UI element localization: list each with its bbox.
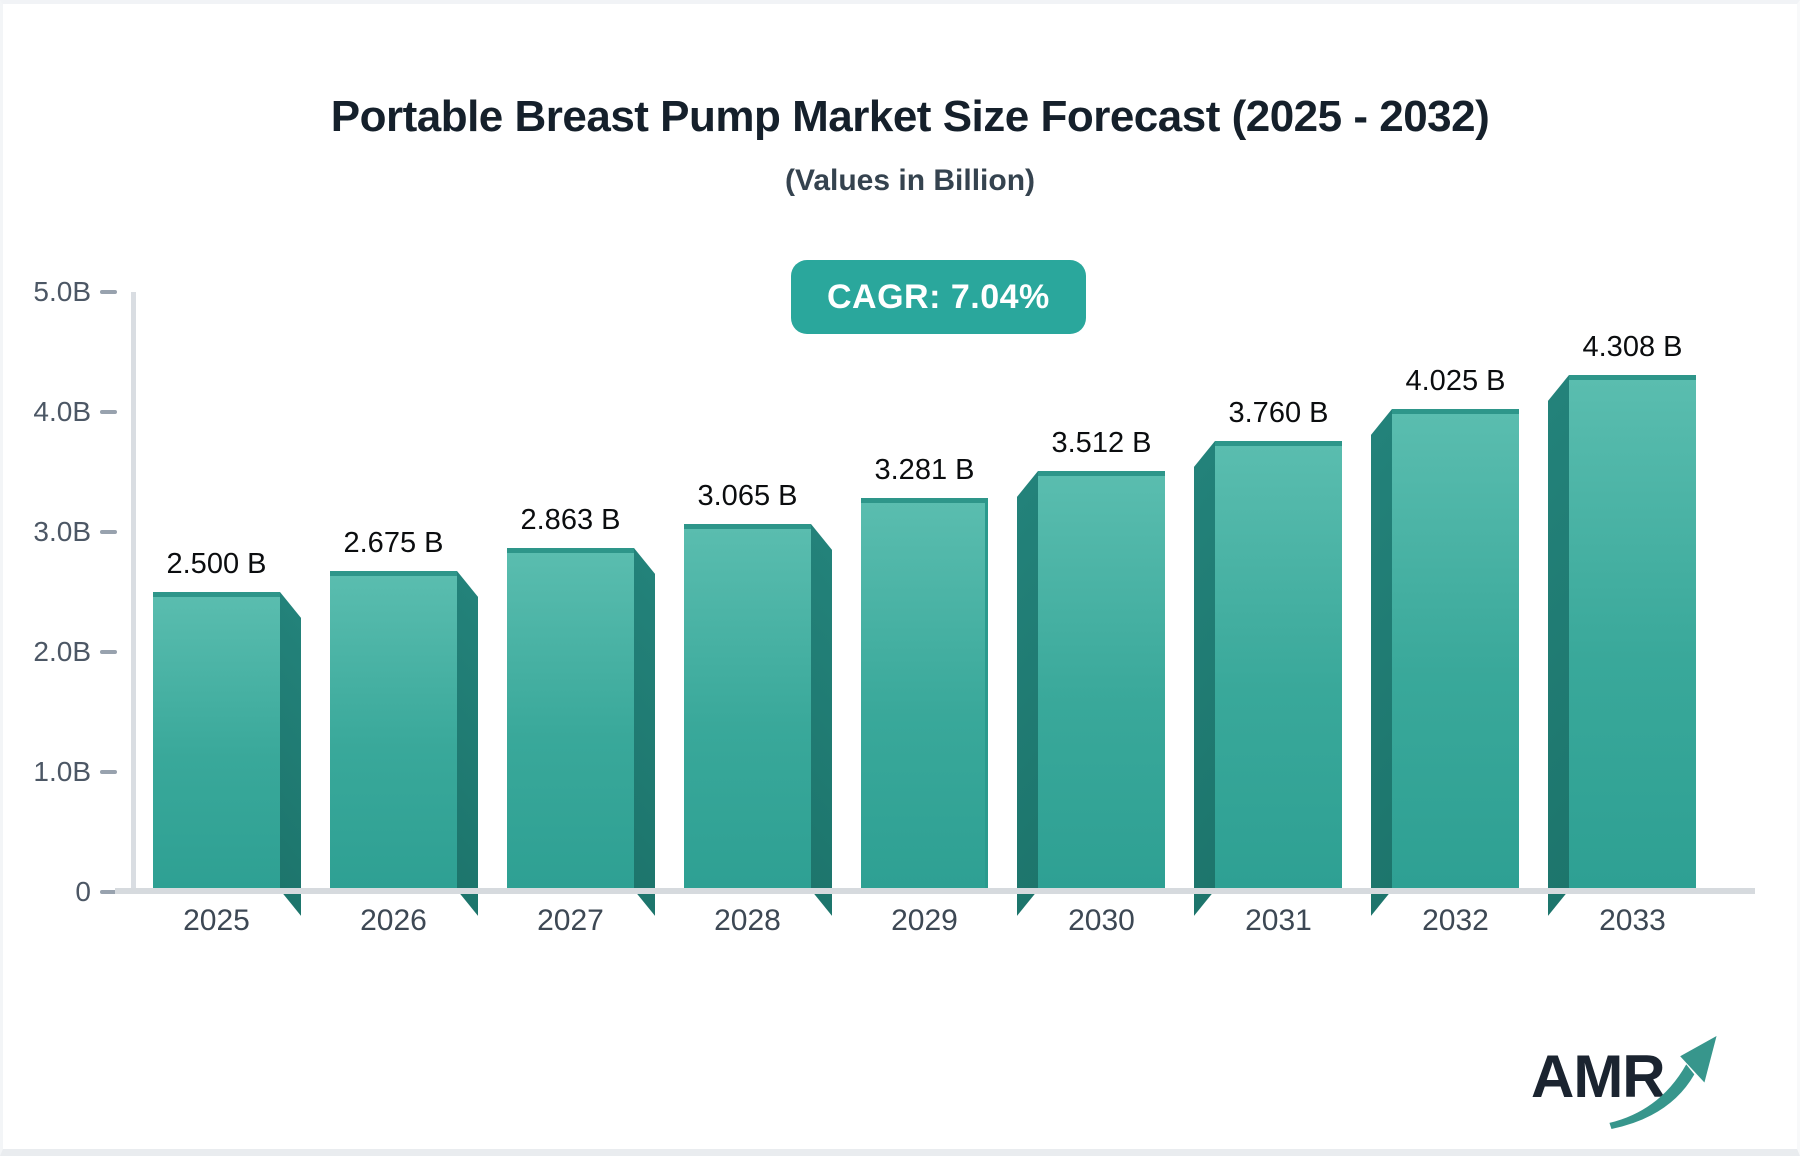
y-tick-label: 1.0B bbox=[33, 756, 91, 787]
amr-logo-text: AMR bbox=[1531, 1043, 1666, 1110]
bar-2027 bbox=[507, 548, 634, 890]
bar-2029 bbox=[861, 498, 988, 890]
x-tick-label: 2031 bbox=[1245, 904, 1312, 937]
bar-value-label: 3.065 B bbox=[697, 480, 798, 513]
x-axis-line bbox=[115, 888, 1755, 894]
bar-2031 bbox=[1215, 440, 1342, 890]
y-tick-dash bbox=[100, 290, 117, 294]
bar-side bbox=[634, 548, 655, 916]
y-axis-line bbox=[131, 292, 136, 892]
bar-side bbox=[1548, 375, 1569, 916]
bar-value-label: 3.512 B bbox=[1051, 426, 1152, 459]
growth-arrow-icon bbox=[1609, 1036, 1717, 1129]
y-tick-dash bbox=[100, 770, 117, 774]
bar-side bbox=[1371, 409, 1392, 916]
x-tick-label: 2032 bbox=[1422, 904, 1489, 937]
bar-side bbox=[457, 571, 478, 916]
y-tick-dash bbox=[100, 650, 117, 654]
x-tick-label: 2030 bbox=[1068, 904, 1135, 937]
bar-value-label: 4.308 B bbox=[1582, 331, 1683, 364]
y-tick-label: 0 bbox=[75, 876, 91, 907]
plot-area: 0 1.0B 2.0B 3.0B 4.0B 5.0B 2.500 B 2025 2.675 B 2… bbox=[3, 4, 1797, 1149]
y-tick-dash bbox=[100, 890, 117, 894]
bar-value-label: 3.281 B bbox=[874, 454, 975, 487]
bar-value-label: 2.863 B bbox=[520, 504, 621, 537]
chart-subtitle: (Values in Billion) bbox=[784, 164, 1036, 197]
x-tick-label: 2033 bbox=[1599, 904, 1666, 937]
chart-title: Portable Breast Pump Market Size Forecas… bbox=[330, 92, 1490, 141]
bar-value-label: 2.500 B bbox=[166, 548, 267, 580]
amr-logo: AMR bbox=[1531, 1034, 1741, 1129]
bar-2033 bbox=[1569, 375, 1696, 890]
bar-side bbox=[280, 592, 301, 916]
y-tick-label: 2.0B bbox=[33, 636, 91, 667]
cagr-badge: CAGR: 7.04% bbox=[791, 260, 1086, 334]
bar-value-label: 4.025 B bbox=[1405, 365, 1506, 397]
bar-value-label: 3.760 B bbox=[1228, 396, 1329, 429]
y-tick-label: 3.0B bbox=[33, 516, 91, 547]
x-tick-label: 2026 bbox=[360, 904, 427, 937]
y-tick-label: 4.0B bbox=[33, 396, 91, 427]
x-tick-label: 2027 bbox=[537, 904, 604, 937]
bar-2030 bbox=[1038, 470, 1165, 890]
bar-side bbox=[1194, 440, 1215, 916]
x-tick-label: 2025 bbox=[183, 904, 250, 937]
bar-value-label: 2.675 B bbox=[343, 527, 444, 559]
y-tick-dash bbox=[100, 530, 117, 534]
bar-2032 bbox=[1392, 409, 1519, 890]
bar-2026 bbox=[330, 571, 457, 890]
bar-side bbox=[811, 524, 832, 916]
y-tick-dash bbox=[100, 410, 117, 414]
y-tick-label: 5.0B bbox=[33, 276, 91, 307]
bar-side bbox=[1017, 470, 1038, 916]
bar-2028 bbox=[684, 524, 811, 890]
x-tick-label: 2029 bbox=[891, 904, 958, 937]
bar-2025 bbox=[153, 592, 280, 890]
x-tick-label: 2028 bbox=[714, 904, 781, 937]
